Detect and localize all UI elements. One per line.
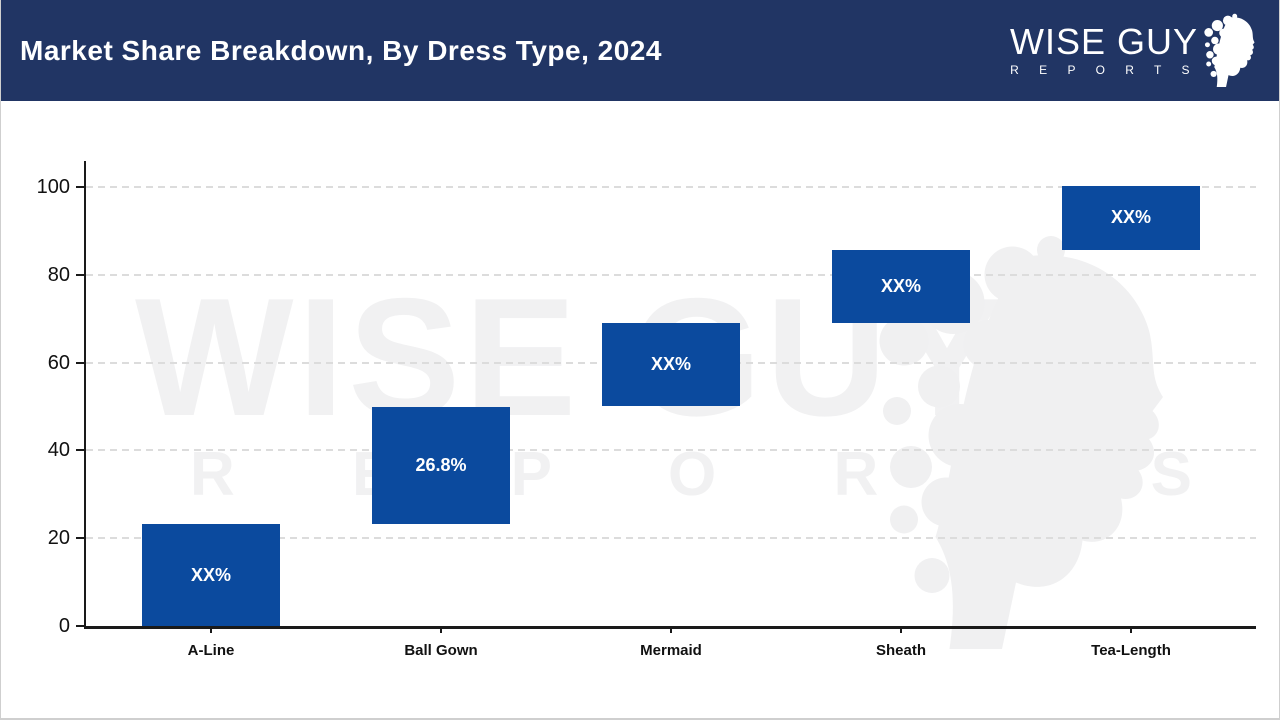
header-bar: Market Share Breakdown, By Dress Type, 2…: [0, 0, 1280, 101]
y-axis-tick-label: 20: [47, 527, 70, 550]
y-axis-tick-mark: [76, 361, 84, 364]
gridline: [86, 186, 1256, 188]
y-axis-spine: [84, 161, 86, 628]
logo-wordmark: WISE GUY: [1009, 21, 1198, 62]
x-axis-tick-mark: [670, 626, 672, 633]
y-axis-tick-label: 80: [47, 263, 70, 286]
bar-value-label: 26.8%: [415, 454, 467, 475]
x-axis-category-label: Sheath: [875, 642, 926, 659]
chart-title: Market Share Breakdown, By Dress Type, 2…: [20, 34, 662, 66]
bar-a-line: XX%: [142, 524, 280, 626]
logo-text: WISE GUY R E P O R T S: [1004, 21, 1198, 78]
x-axis-category-label: Tea-Length: [1091, 642, 1171, 659]
bar-sheath: XX%: [832, 250, 970, 324]
gridline: [86, 273, 1256, 276]
y-axis-tick-mark: [76, 625, 84, 627]
x-axis-tick-mark: [210, 626, 212, 633]
y-axis-tick-label: 100: [36, 176, 70, 198]
x-axis-spine: [84, 626, 1256, 629]
y-axis-tick-label: 60: [47, 351, 70, 374]
y-axis-tick-mark: [76, 186, 84, 188]
y-axis-tick-label: 0: [58, 615, 70, 637]
wise-guy-logo: WISE GUY R E P O R T S: [1004, 13, 1280, 89]
x-axis-category-label: A-Line: [187, 642, 235, 659]
bar-mermaid: XX%: [602, 323, 740, 407]
bar-value-label: XX%: [1110, 207, 1152, 228]
gridline: [86, 537, 1256, 540]
bar-ball-gown: 26.8%: [372, 406, 510, 525]
bar-value-label: XX%: [650, 354, 692, 375]
x-axis-tick-mark: [440, 626, 442, 633]
bar-value-label: XX%: [190, 564, 232, 585]
x-axis-category-label: Mermaid: [640, 642, 702, 659]
logo-subtext: R E P O R T S: [1010, 63, 1198, 77]
y-axis-tick-label: 40: [47, 439, 70, 462]
x-axis-tick-mark: [900, 626, 902, 633]
gridline: [86, 449, 1256, 452]
x-axis-category-label: Ball Gown: [404, 642, 478, 659]
x-axis-tick-mark: [1130, 626, 1132, 633]
logo-head-icon: [1204, 13, 1255, 87]
chart-area: WISE GUY R E P O R T S 0 20 40 60 80 100 XX% 26…: [0, 101, 1280, 720]
y-axis-tick-mark: [76, 449, 84, 452]
y-axis-tick-mark: [76, 537, 84, 540]
bar-tea-length: XX%: [1062, 185, 1200, 251]
bar-value-label: XX%: [880, 276, 922, 297]
y-axis-tick-mark: [76, 273, 84, 276]
